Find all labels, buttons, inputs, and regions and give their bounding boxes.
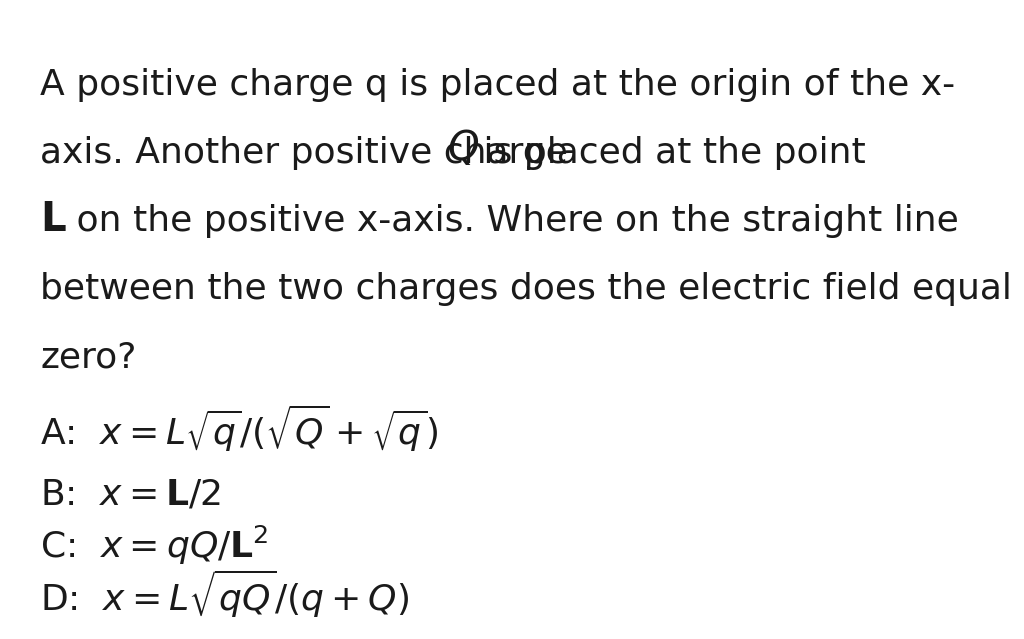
Text: $\mathbf{L}$: $\mathbf{L}$: [40, 200, 67, 240]
Text: B:  $x = \mathbf{L}/2$: B: $x = \mathbf{L}/2$: [40, 478, 221, 512]
Text: between the two charges does the electric field equal: between the two charges does the electri…: [40, 272, 1012, 306]
Text: axis. Another positive charge: axis. Another positive charge: [40, 136, 580, 170]
Text: A positive charge q is placed at the origin of the x-: A positive charge q is placed at the ori…: [40, 68, 955, 102]
Text: C:  $x = qQ/\mathbf{L}^2$: C: $x = qQ/\mathbf{L}^2$: [40, 524, 268, 567]
Text: D:  $x = L\sqrt{qQ}/(q + Q)$: D: $x = L\sqrt{qQ}/(q + Q)$: [40, 567, 410, 620]
Text: on the positive x-axis. Where on the straight line: on the positive x-axis. Where on the str…: [65, 204, 958, 238]
Text: zero?: zero?: [40, 340, 136, 374]
Text: is placed at the point: is placed at the point: [472, 136, 865, 170]
Text: $Q$: $Q$: [447, 129, 479, 169]
Text: A:  $x = L\sqrt{q}/(\sqrt{Q} + \sqrt{q})$: A: $x = L\sqrt{q}/(\sqrt{Q} + \sqrt{q})$: [40, 403, 438, 454]
